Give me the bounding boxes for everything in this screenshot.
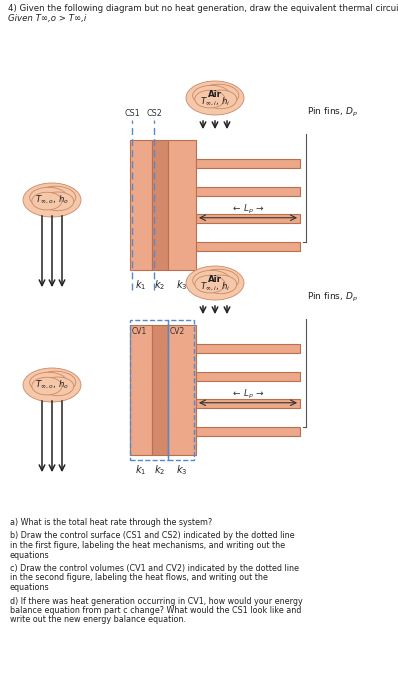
Ellipse shape	[205, 90, 237, 108]
Text: 4) Given the following diagram but no heat generation, draw the equivalent therm: 4) Given the following diagram but no he…	[8, 4, 398, 13]
Text: d) If there was heat generation occurring in CV1, how would your energy: d) If there was heat generation occurrin…	[10, 596, 303, 606]
Ellipse shape	[193, 85, 230, 106]
Text: $\leftarrow\,L_p\,\rightarrow$: $\leftarrow\,L_p\,\rightarrow$	[231, 388, 265, 401]
Text: $T_{\infty,i},\,h_i$: $T_{\infty,i},\,h_i$	[200, 281, 230, 293]
Ellipse shape	[32, 377, 62, 395]
Text: $k_3$: $k_3$	[176, 463, 188, 477]
Text: Pin fins, $D_p$: Pin fins, $D_p$	[307, 106, 358, 118]
Bar	[152, 325, 168, 455]
Bar	[196, 427, 300, 436]
Ellipse shape	[198, 270, 239, 291]
Text: in the second figure, labeling the heat flows, and writing out the: in the second figure, labeling the heat …	[10, 573, 268, 582]
Ellipse shape	[23, 368, 81, 402]
Text: CS1: CS1	[124, 109, 140, 118]
Bar	[196, 372, 300, 381]
Text: balance equation from part c change? What would the CS1 look like and: balance equation from part c change? Wha…	[10, 606, 301, 615]
Text: CV1: CV1	[132, 327, 147, 336]
Bar	[168, 320, 194, 460]
Text: in the first figure, labeling the heat mechanisms, and writing out the: in the first figure, labeling the heat m…	[10, 541, 285, 550]
Text: equations: equations	[10, 550, 50, 559]
Text: equations: equations	[10, 583, 50, 592]
Bar	[196, 159, 300, 168]
Text: $k_1$: $k_1$	[135, 463, 146, 477]
Ellipse shape	[193, 270, 230, 290]
Ellipse shape	[186, 266, 244, 300]
Bar	[196, 242, 300, 251]
Text: $k_2$: $k_2$	[154, 278, 166, 292]
Bar	[196, 214, 300, 223]
Ellipse shape	[35, 186, 76, 209]
Ellipse shape	[198, 84, 239, 106]
Ellipse shape	[42, 377, 74, 395]
Bar	[168, 140, 196, 270]
Bar	[196, 344, 300, 353]
Bar	[196, 187, 300, 195]
Text: Pin fins, $D_p$: Pin fins, $D_p$	[307, 290, 358, 304]
Ellipse shape	[205, 275, 237, 294]
Text: c) Draw the control volumes (CV1 and CV2) indicated by the dotted line: c) Draw the control volumes (CV1 and CV2…	[10, 564, 299, 573]
Text: write out the new energy balance equation.: write out the new energy balance equatio…	[10, 615, 186, 624]
Bar	[130, 140, 152, 270]
Ellipse shape	[32, 193, 62, 210]
Ellipse shape	[30, 188, 67, 208]
Bar	[130, 325, 152, 455]
Ellipse shape	[195, 90, 225, 108]
Bar	[168, 325, 196, 455]
Bar	[152, 140, 168, 270]
Ellipse shape	[195, 275, 225, 293]
Ellipse shape	[30, 372, 67, 393]
Text: $k_1$: $k_1$	[135, 278, 146, 292]
Text: Air: Air	[208, 90, 222, 99]
Ellipse shape	[35, 371, 76, 393]
Text: $\leftarrow\,L_p\,\rightarrow$: $\leftarrow\,L_p\,\rightarrow$	[231, 203, 265, 216]
Text: $T_{\infty,o},\,h_o$: $T_{\infty,o},\,h_o$	[35, 194, 69, 206]
Text: $T_{\infty,o},\,h_o$: $T_{\infty,o},\,h_o$	[35, 379, 69, 391]
Ellipse shape	[23, 183, 81, 217]
Ellipse shape	[186, 81, 244, 115]
Bar	[196, 400, 300, 408]
Text: a) What is the total heat rate through the system?: a) What is the total heat rate through t…	[10, 518, 212, 527]
Text: Given T∞,o > T∞,i: Given T∞,o > T∞,i	[8, 14, 86, 23]
Text: b) Draw the control surface (CS1 and CS2) indicated by the dotted line: b) Draw the control surface (CS1 and CS2…	[10, 531, 295, 540]
Text: CS2: CS2	[146, 109, 162, 118]
Text: Air: Air	[208, 275, 222, 284]
Bar	[130, 320, 168, 460]
Text: CV2: CV2	[170, 327, 185, 336]
Text: $k_2$: $k_2$	[154, 463, 166, 477]
Text: $k_3$: $k_3$	[176, 278, 188, 292]
Ellipse shape	[42, 192, 74, 211]
Text: $T_{\infty,i},\,h_i$: $T_{\infty,i},\,h_i$	[200, 95, 230, 108]
